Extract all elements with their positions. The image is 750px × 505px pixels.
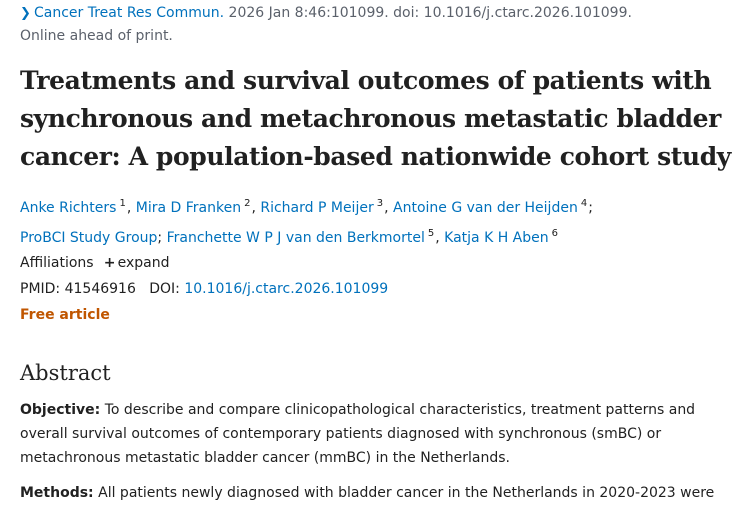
author-link[interactable]: Anke Richters: [20, 200, 117, 216]
identifiers: PMID: 41546916 DOI: 10.1016/j.ctarc.2026…: [20, 279, 388, 299]
affiliation-ref[interactable]: 5: [427, 228, 435, 239]
publication-status: Online ahead of print.: [20, 28, 173, 44]
affiliation-ref[interactable]: 4: [580, 198, 588, 209]
author-link[interactable]: Richard P Meijer: [260, 200, 374, 216]
doi-link[interactable]: 10.1016/j.ctarc.2026.101099: [184, 281, 389, 297]
abstract-heading: Abstract: [20, 361, 111, 385]
citation-line: ❯ Cancer Treat Res Commun. 2026 Jan 8:46:…: [20, 4, 632, 23]
author-link[interactable]: Antoine G van der Heijden: [393, 200, 578, 216]
author-group-link[interactable]: ProBCI Study Group: [20, 230, 158, 246]
affiliation-ref[interactable]: 1: [119, 198, 126, 209]
chevron-right-icon[interactable]: ❯: [20, 6, 31, 21]
objective-text: To describe and compare clinicopathologi…: [20, 402, 696, 466]
free-article-badge: Free article: [20, 307, 110, 323]
affiliation-ref[interactable]: 6: [551, 228, 559, 239]
affiliation-ref[interactable]: 2: [244, 198, 251, 209]
article-title: Treatments and survival outcomes of pati…: [20, 66, 731, 171]
methods-text: All patients newly diagnosed with bladde…: [98, 485, 715, 501]
pmid-label: PMID:: [20, 281, 61, 297]
doi-label: DOI:: [149, 281, 180, 297]
abstract-methods: Methods: All patients newly diagnosed wi…: [20, 481, 735, 505]
expand-label[interactable]: expand: [117, 255, 170, 271]
affiliations-label: Affiliations: [20, 255, 94, 271]
journal-link[interactable]: Cancer Treat Res Commun.: [34, 5, 225, 21]
author-link[interactable]: Katja K H Aben: [444, 230, 549, 246]
citation-details: 2026 Jan 8:46:101099. doi: 10.1016/j.cta…: [228, 5, 632, 21]
abstract-objective: Objective: To describe and compare clini…: [20, 398, 735, 470]
author-list: Anke Richters 1, Mira D Franken 2, Richard…: [20, 198, 593, 246]
objective-label: Objective:: [20, 402, 101, 418]
methods-label: Methods:: [20, 485, 94, 501]
pmid-value: 41546916: [64, 281, 136, 297]
affiliations-toggle[interactable]: Affiliations + expand: [20, 253, 169, 273]
author-link[interactable]: Mira D Franken: [135, 200, 242, 216]
author-link[interactable]: Franchette W P J van den Berkmortel: [166, 230, 425, 246]
affiliation-ref[interactable]: 3: [376, 198, 384, 209]
plus-icon[interactable]: +: [103, 255, 116, 271]
